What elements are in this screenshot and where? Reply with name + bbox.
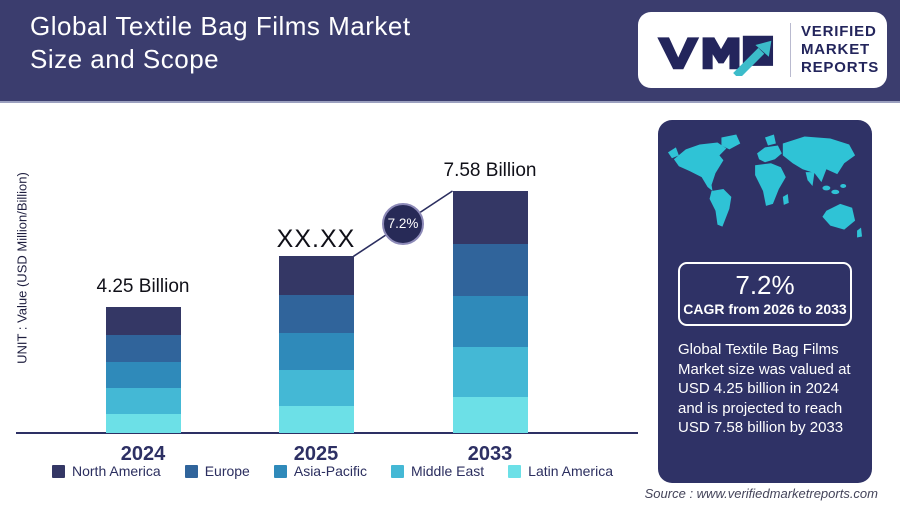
bar-segment-latin-america <box>105 414 181 433</box>
bar-segment-europe <box>105 334 181 362</box>
legend-item-asia-pacific: Asia-Pacific <box>273 463 367 479</box>
page-title: Global Textile Bag Films Market Size and… <box>30 11 411 74</box>
world-map-icon <box>666 128 864 250</box>
legend-swatch <box>273 464 287 478</box>
bar-segment-asia-pacific <box>278 333 354 371</box>
bar-value-label: XX.XX <box>276 225 356 253</box>
logo-brand-line: REPORTS <box>801 59 880 76</box>
legend-item-north-america: North America <box>52 463 161 479</box>
bar-segment-north-america <box>278 256 354 295</box>
stacked-bar-2033 <box>452 191 528 433</box>
chart-plot: 4.25 Billion 2024 XX.XX 2025 7.58 Billion 203… <box>0 103 660 506</box>
legend-label: North America <box>72 463 161 479</box>
bar-segment-middle-east <box>105 388 181 415</box>
market-description: Global Textile Bag Films Market size was… <box>678 341 851 436</box>
bar-segment-latin-america <box>452 396 528 433</box>
x-tick-label: 2033 <box>467 443 513 465</box>
cagr-box: 7.2% CAGR from 2026 to 2033 <box>678 262 852 326</box>
legend-label: Europe <box>204 463 250 479</box>
bar-segment-latin-america <box>278 406 354 433</box>
legend-item-latin-america: Latin America <box>508 463 613 479</box>
vmr-logo: VERIFIED MARKET REPORTS <box>638 12 887 88</box>
header: Global Textile Bag Films Market Size and… <box>0 0 900 103</box>
x-tick-label: 2025 <box>293 443 339 465</box>
bar-value-label: 7.58 Billion <box>443 160 537 181</box>
legend-item-middle-east: Middle East <box>391 463 484 479</box>
stacked-bar-2025 <box>278 256 354 433</box>
stacked-bar-2024 <box>105 307 181 433</box>
legend-swatch <box>391 464 404 478</box>
source-attribution: Source : www.verifiedmarketreports.com <box>644 486 878 501</box>
bar-segment-asia-pacific <box>105 361 181 389</box>
bar-segment-north-america <box>105 307 181 335</box>
legend-item-europe: Europe <box>184 463 250 479</box>
bar-segment-europe <box>278 294 354 333</box>
cagr-annotation-bubble: 7.2% <box>382 202 424 245</box>
cagr-value: 7.2% <box>735 269 795 300</box>
bar-segment-europe <box>452 244 528 297</box>
sidebar: 7.2% CAGR from 2026 to 2033 Global Texti… <box>658 120 872 483</box>
bar-segment-north-america <box>452 191 528 245</box>
bar-segment-middle-east <box>452 347 528 397</box>
bar-value-label: 4.25 Billion <box>96 276 190 297</box>
bar-segment-asia-pacific <box>452 296 528 348</box>
chart-legend: North America Europe Asia-Pacific Middle Ea… <box>52 463 632 479</box>
bar-segment-middle-east <box>278 370 354 407</box>
logo-brand-line: MARKET <box>801 41 870 58</box>
legend-swatch <box>52 464 65 478</box>
vmr-logo-mark-icon <box>657 35 774 76</box>
legend-label: Asia-Pacific <box>293 463 367 479</box>
x-axis-line <box>16 432 638 434</box>
legend-label: Latin America <box>528 463 613 479</box>
logo-divider <box>790 23 791 77</box>
cagr-caption: CAGR from 2026 to 2033 <box>683 300 847 317</box>
x-tick-label: 2024 <box>120 443 166 465</box>
logo-brand-text: VERIFIED MARKET REPORTS <box>801 23 879 77</box>
legend-label: Middle East <box>411 463 485 479</box>
legend-swatch <box>508 464 522 478</box>
logo-brand-line: VERIFIED <box>801 23 877 40</box>
legend-swatch <box>184 464 198 478</box>
